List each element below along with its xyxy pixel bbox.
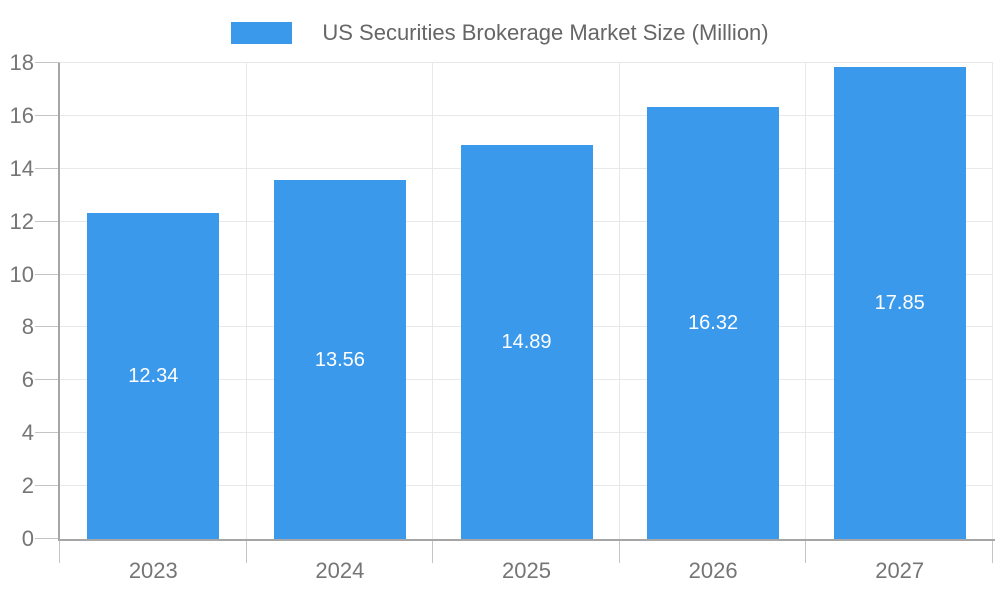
- bar-2027[interactable]: [833, 66, 966, 539]
- x-axis-line: [58, 539, 995, 541]
- y-tick-label: 10: [9, 261, 34, 287]
- x-grid-line: [618, 63, 620, 539]
- x-tick-label: 2027: [875, 558, 925, 583]
- bar-2023[interactable]: [87, 212, 220, 539]
- x-tick-label: 2026: [688, 558, 738, 583]
- y-grid-line: [60, 62, 993, 63]
- y-tick: [35, 485, 60, 487]
- legend-label: US Securities Brokerage Market Size (Mil…: [322, 20, 769, 45]
- bar-2025[interactable]: [460, 145, 593, 539]
- bar-value-label: 14.89: [501, 331, 552, 354]
- x-tick: [805, 541, 807, 563]
- x-tick-label: 2024: [315, 558, 365, 583]
- y-axis-line: [58, 63, 60, 541]
- x-grid-line: [805, 63, 807, 539]
- y-tick: [35, 114, 60, 116]
- y-tick: [35, 273, 60, 275]
- bar-value-label: 16.32: [688, 312, 739, 335]
- bar-value-label: 13.56: [314, 348, 365, 371]
- y-tick-label: 0: [21, 526, 34, 551]
- y-tick-label: 4: [21, 420, 34, 446]
- y-tick-label: 2: [21, 473, 34, 499]
- y-tick: [35, 167, 60, 169]
- x-tick: [432, 541, 434, 563]
- legend-swatch: [231, 22, 293, 44]
- y-tick-label: 6: [21, 367, 34, 393]
- bar-value-label: 12.34: [128, 364, 179, 387]
- y-tick-label: 18: [9, 50, 34, 75]
- x-tick: [992, 541, 993, 563]
- y-tick-label: 14: [9, 155, 34, 181]
- x-grid-line: [245, 63, 247, 539]
- y-tick: [35, 326, 60, 328]
- y-grid-line: [60, 114, 993, 116]
- y-tick-label: 8: [21, 314, 34, 340]
- bar-2024[interactable]: [273, 180, 406, 539]
- y-tick-label: 16: [9, 102, 34, 128]
- bar-2026[interactable]: [647, 107, 780, 539]
- bar-value-label: 17.85: [874, 291, 925, 314]
- x-tick-label: 2023: [128, 558, 178, 583]
- legend[interactable]: US Securities Brokerage Market Size (Mil…: [0, 20, 1000, 46]
- y-tick-label: 12: [9, 208, 34, 234]
- x-grid-line: [992, 63, 993, 539]
- y-tick: [35, 432, 60, 434]
- y-tick: [35, 62, 60, 63]
- y-tick: [35, 379, 60, 381]
- y-tick: [35, 220, 60, 222]
- x-tick-label: 2025: [502, 558, 551, 583]
- y-tick: [35, 538, 60, 539]
- x-grid-line: [432, 63, 434, 539]
- x-tick: [59, 541, 60, 563]
- x-tick: [245, 541, 247, 563]
- x-tick: [618, 541, 620, 563]
